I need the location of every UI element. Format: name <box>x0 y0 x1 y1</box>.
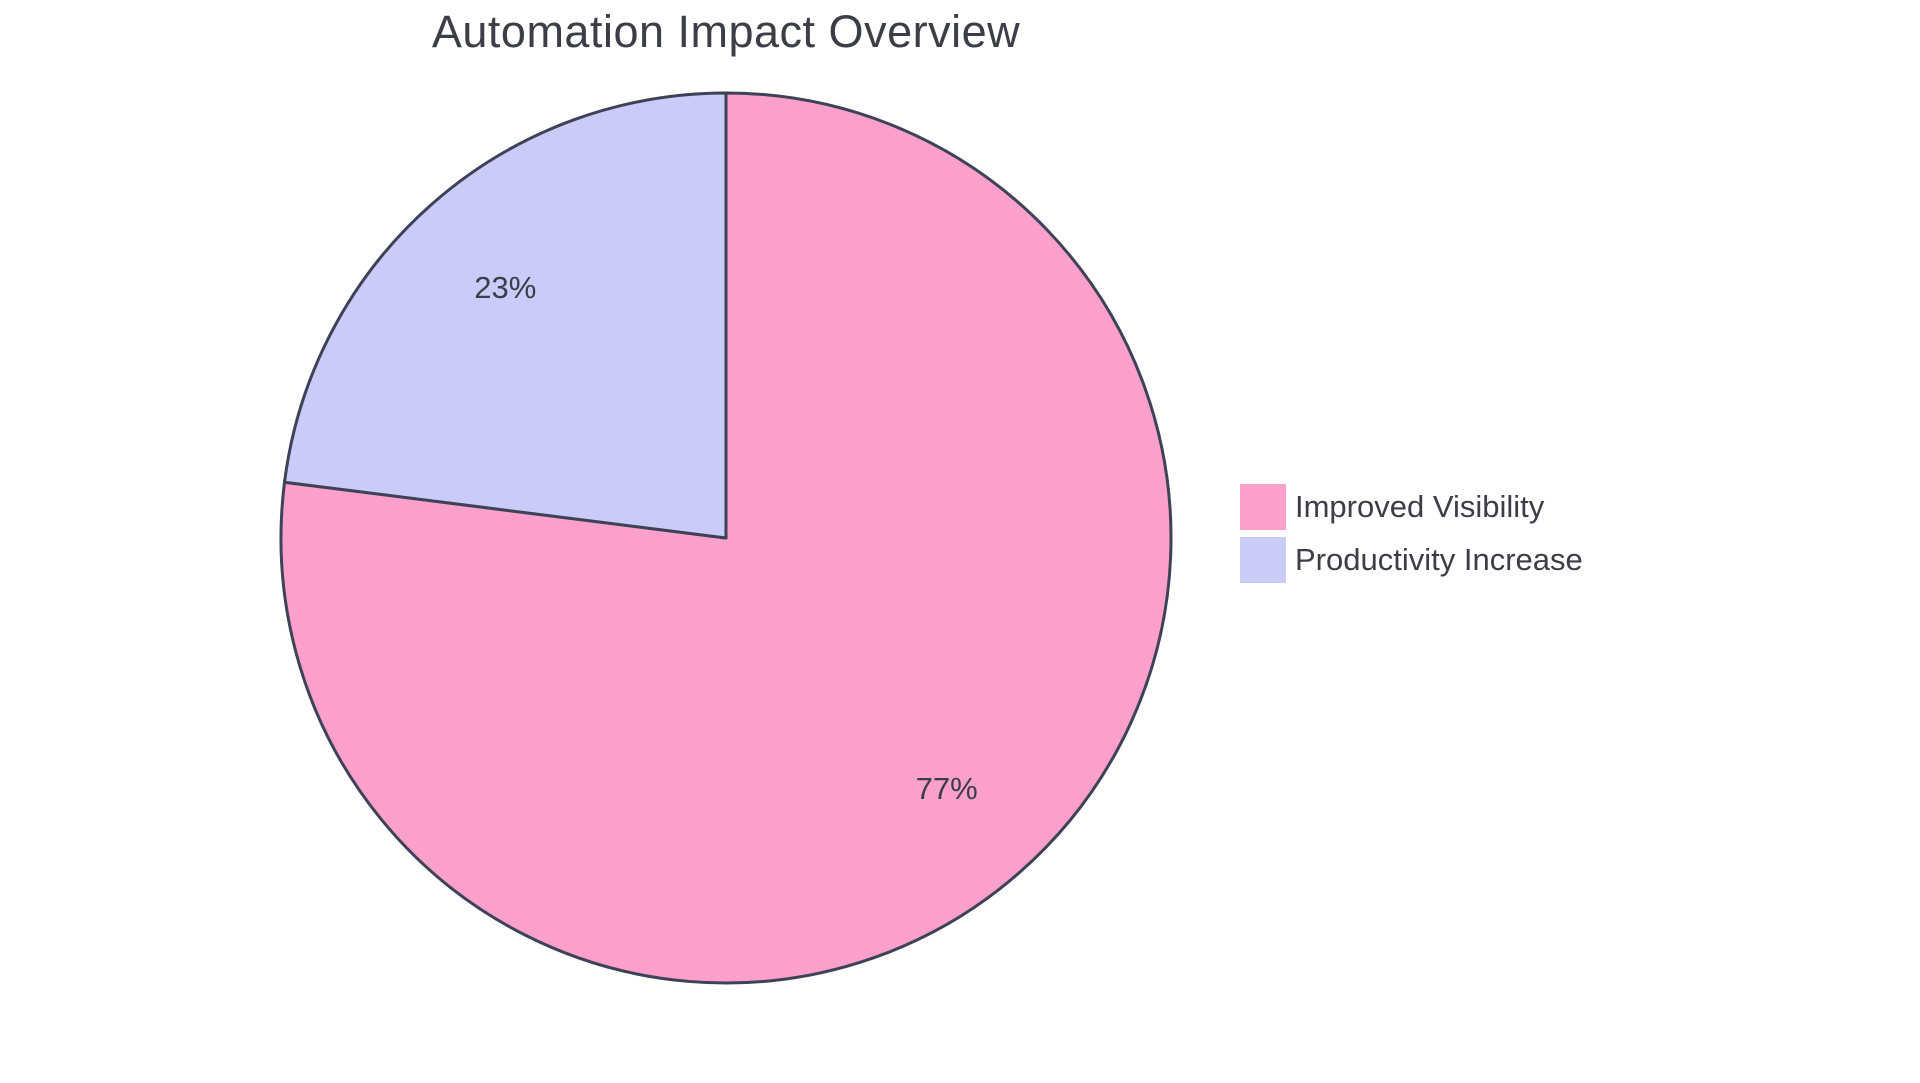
legend-item-productivity-increase[interactable]: Productivity Increase <box>1240 537 1583 583</box>
legend-swatch-productivity-increase <box>1240 537 1286 583</box>
pie-slice-productivity-increase[interactable] <box>283 91 728 540</box>
legend-label-improved-visibility: Improved Visibility <box>1295 489 1545 524</box>
pie-slice-percentage-label-improved-visibility: 77% <box>916 771 978 806</box>
legend-swatch-improved-visibility <box>1240 484 1286 530</box>
pie-chart: 77% 23% <box>279 91 1173 985</box>
pie-slice-percentage-label-productivity-increase: 23% <box>474 270 536 305</box>
legend: Improved Visibility Productivity Increas… <box>1240 484 1583 583</box>
chart-title: Automation Impact Overview <box>431 6 1021 57</box>
legend-label-productivity-increase: Productivity Increase <box>1295 542 1583 577</box>
legend-item-improved-visibility[interactable]: Improved Visibility <box>1240 484 1583 530</box>
